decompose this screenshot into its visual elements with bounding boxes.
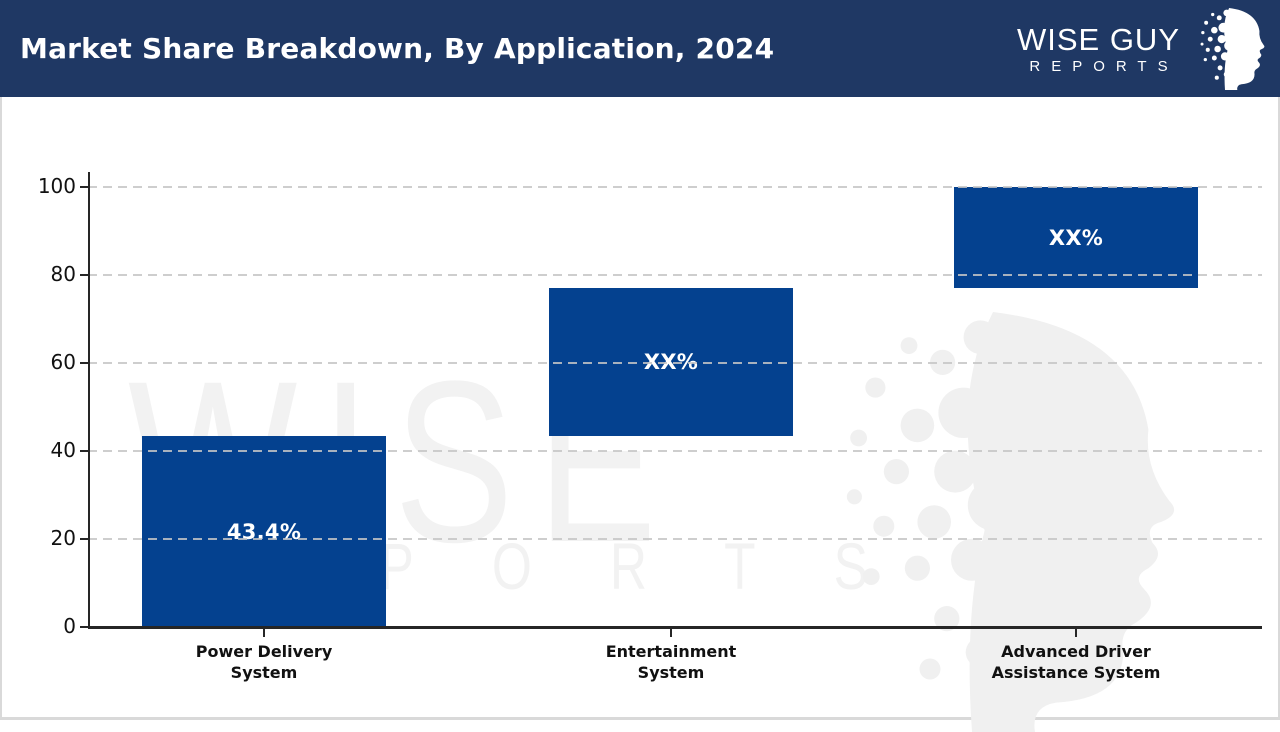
- gridline-60: [88, 362, 1262, 364]
- x-tick-mark-advanced-driver-assistance-system: [1075, 629, 1077, 637]
- y-tick-mark-40: [80, 450, 88, 452]
- logo-subtext: REPORTS: [1029, 58, 1179, 76]
- bar-advanced-driver-assistance-system: XX%: [954, 187, 1198, 289]
- bar-value-label-advanced-driver-assistance-system: XX%: [1048, 225, 1104, 250]
- gridline-40: [88, 450, 1262, 452]
- y-tick-label-0: 0: [63, 614, 76, 638]
- bar-value-label-power-delivery-system: 43.4%: [226, 519, 302, 544]
- gridline-20: [88, 538, 1262, 540]
- x-axis-line: [88, 626, 1262, 629]
- page-title: Market Share Breakdown, By Application, …: [20, 32, 775, 65]
- gridline-80: [88, 274, 1262, 276]
- x-tick-mark-entertainment-system: [670, 629, 672, 637]
- y-tick-mark-80: [80, 274, 88, 276]
- x-tick-label-power-delivery-system: Power Delivery System: [195, 642, 333, 682]
- bar-power-delivery-system: 43.4%: [142, 436, 386, 627]
- y-tick-mark-100: [80, 186, 88, 188]
- gridline-100: [88, 186, 1262, 188]
- y-tick-label-100: 100: [37, 174, 76, 198]
- header: Market Share Breakdown, By Application, …: [0, 0, 1280, 97]
- x-tick-label-advanced-driver-assistance-system: Advanced Driver Assistance System: [991, 642, 1161, 682]
- brand-logo: WISE GUY REPORTS: [1017, 6, 1266, 92]
- y-axis-spine: [88, 172, 90, 629]
- y-tick-label-20: 20: [50, 526, 76, 550]
- logo-text: WISE GUY REPORTS: [1016, 21, 1180, 76]
- y-tick-label-40: 40: [50, 438, 76, 462]
- y-tick-mark-60: [80, 362, 88, 364]
- y-tick-label-80: 80: [50, 262, 76, 286]
- x-tick-label-entertainment-system: Entertainment System: [605, 642, 737, 682]
- y-tick-mark-0: [80, 626, 88, 628]
- x-tick-mark-power-delivery-system: [263, 629, 265, 637]
- y-tick-label-60: 60: [50, 350, 76, 374]
- logo-wordmark: WISE GUY: [1016, 21, 1180, 57]
- y-tick-mark-20: [80, 538, 88, 540]
